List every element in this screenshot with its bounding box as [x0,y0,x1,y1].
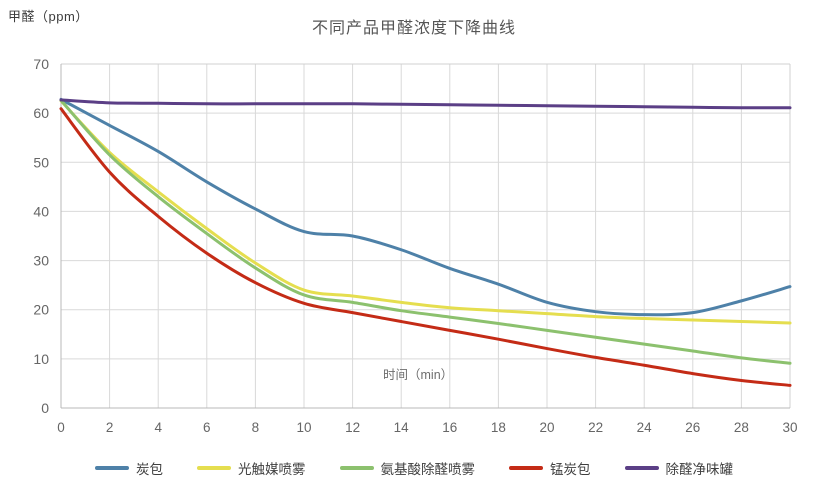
legend-swatch-icon [509,466,543,470]
y-tick-label: 40 [33,203,49,219]
x-tick-label: 20 [539,420,554,435]
legend-swatch-icon [95,466,129,470]
legend-label: 锰炭包 [550,462,591,477]
legend-item-0[interactable]: 炭包 [95,458,163,478]
legend-label: 除醛净味罐 [665,462,734,477]
x-tick-label: 24 [637,420,653,435]
series-line-锰炭包 [59,107,792,387]
x-tick-label: 2 [106,420,114,435]
legend-swatch-icon [624,466,659,470]
y-tick-label: 0 [41,400,49,416]
x-tick-label: 26 [685,420,700,435]
y-tick-label: 10 [33,351,49,367]
series-line-炭包 [59,97,792,317]
legend-label: 氨基酸除醛喷雾 [380,462,476,477]
x-tick-label: 6 [203,420,211,435]
legend-swatch-icon [339,466,374,470]
chart-title: 不同产品甲醛浓度下降曲线 [311,20,516,37]
plot-area: 0 10 20 30 40 50 60 70 0 2 4 6 8 10 12 14 16 18 20 22 24 26 28… [33,56,797,435]
x-tick-label: 4 [154,420,162,435]
legend-item-3[interactable]: 锰炭包 [509,458,591,478]
y-tick-label: 30 [33,253,49,269]
legend-swatch-icon [197,466,231,470]
chart-legend: 炭包 光触媒喷雾 氨基酸除醛喷雾 锰炭包 除醛净味罐 [0,458,828,478]
x-tick-label: 14 [394,420,410,435]
x-tick-label: 16 [442,420,457,435]
x-tick-label: 18 [491,420,506,435]
legend-label: 炭包 [136,462,163,477]
x-tick-label: 30 [782,420,797,435]
x-tick-label: 0 [57,420,65,435]
x-tick-label: 10 [296,420,311,435]
y-axis-title: 甲醛（ppm） [8,9,89,24]
x-tick-label: 22 [588,420,603,435]
y-tick-label: 20 [33,302,49,318]
legend-label: 光触媒喷雾 [238,462,306,477]
legend-item-2[interactable]: 氨基酸除醛喷雾 [339,458,476,478]
series-line-光触媒喷雾 [59,99,792,325]
y-tick-label: 70 [33,56,49,72]
x-tick-label: 12 [345,420,360,435]
series-line-除醛净味罐 [59,98,792,110]
y-tick-label: 50 [33,154,49,170]
x-tick-label: 28 [734,420,749,435]
series-line-氨基酸除醛喷雾 [59,98,792,365]
x-axis-title: 时间（min） [383,368,454,382]
y-tick-label: 60 [33,105,49,121]
x-tick-label: 8 [252,420,260,435]
legend-item-4[interactable]: 除醛净味罐 [624,458,734,478]
legend-item-1[interactable]: 光触媒喷雾 [197,458,306,478]
